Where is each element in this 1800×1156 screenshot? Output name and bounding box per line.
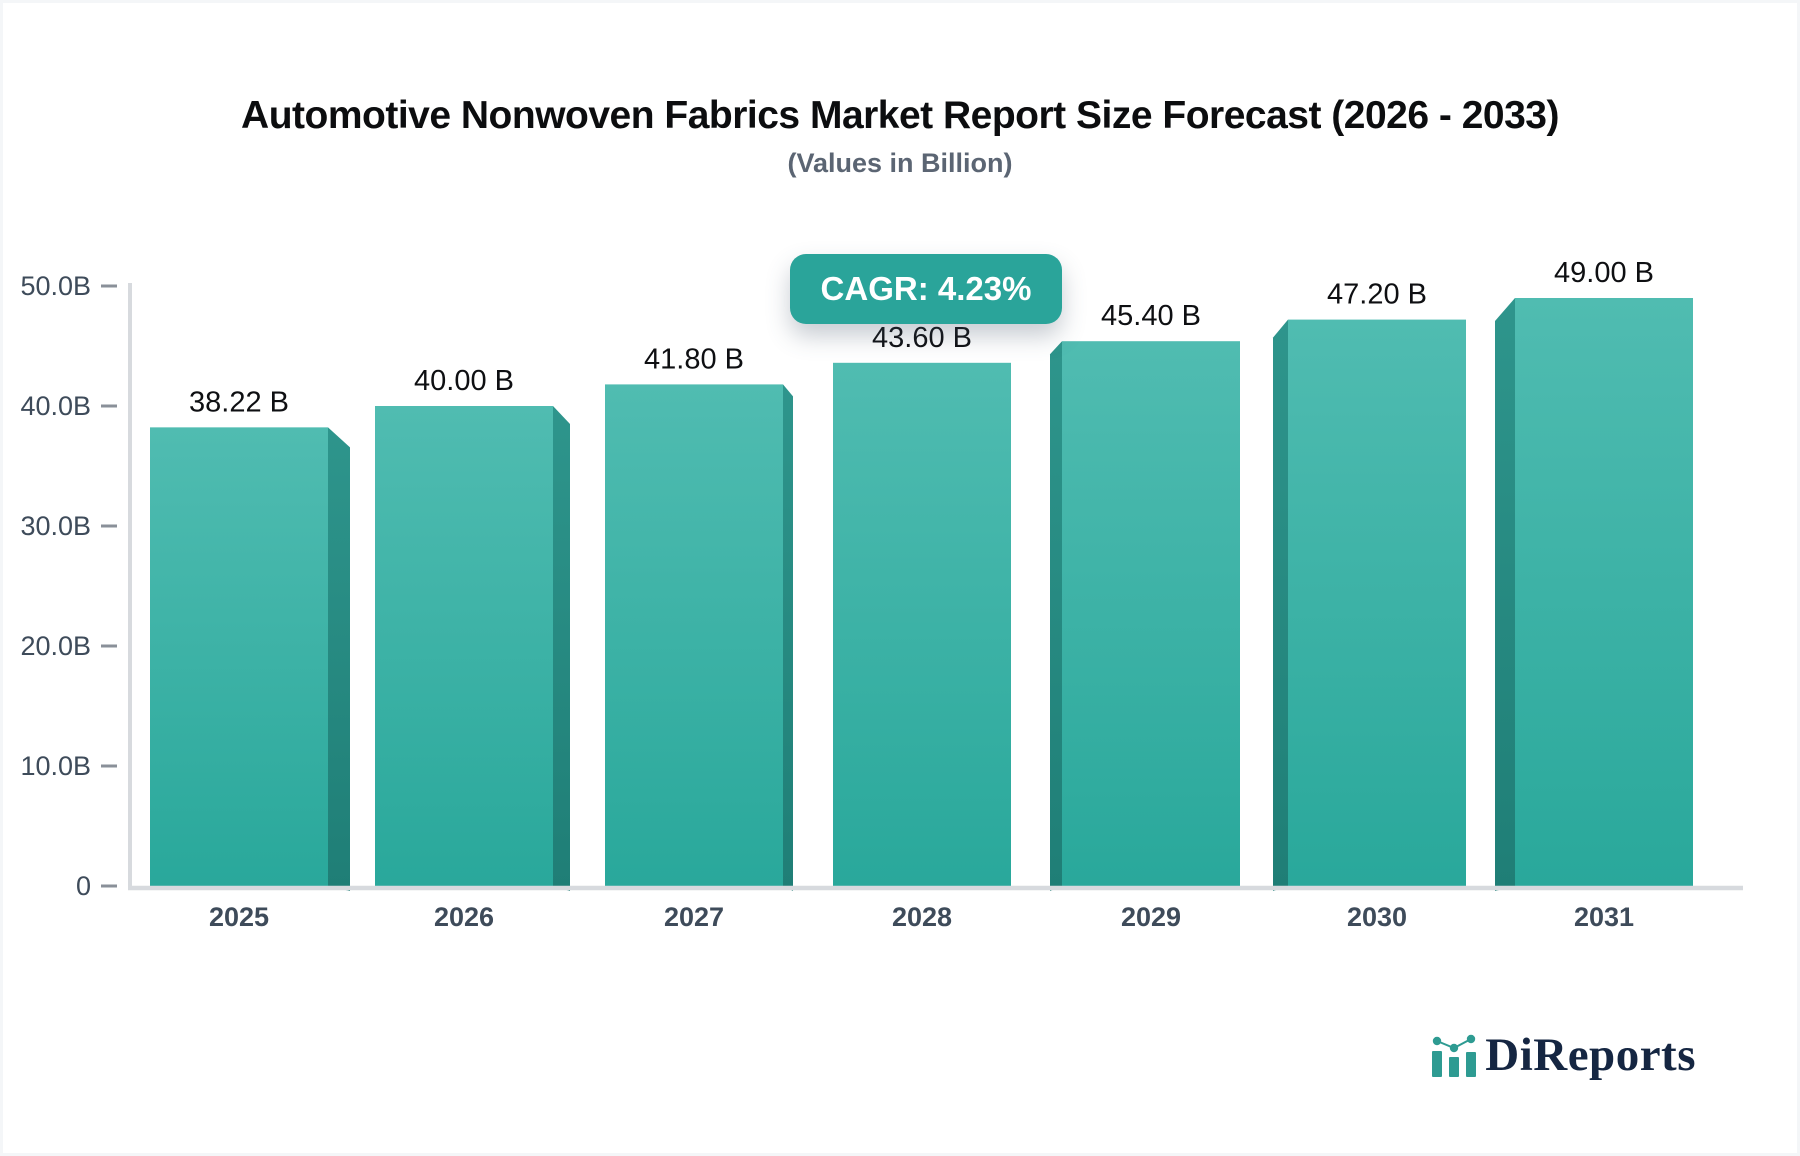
bar-side-2029 (1050, 341, 1062, 891)
y-axis-tick-label-40.0B: 40.0B (20, 391, 91, 421)
x-axis-label-2025: 2025 (209, 902, 269, 932)
bar-2026[interactable] (375, 406, 553, 886)
bar-side-2026 (553, 406, 570, 891)
mini-bar-line-chart-logo-icon (1432, 1034, 1477, 1077)
bar-2028[interactable] (833, 362, 1011, 886)
bar-value-label-2025: 38.22 B (189, 386, 289, 418)
bar-value-label-2026: 40.00 B (414, 365, 514, 397)
bar-2031[interactable] (1515, 298, 1693, 886)
x-axis-label-2028: 2028 (892, 902, 952, 932)
bar-value-label-2030: 47.20 B (1327, 279, 1427, 311)
x-axis-label-2027: 2027 (664, 902, 724, 932)
bar-2025[interactable] (150, 427, 328, 886)
y-axis-tick-label-10.0B: 10.0B (20, 751, 91, 781)
bar-value-label-2027: 41.80 B (644, 343, 744, 375)
bar-2027[interactable] (605, 384, 783, 886)
bar-value-label-2028: 43.60 B (872, 322, 972, 354)
bar-side-2027 (783, 384, 793, 891)
x-axis-label-2031: 2031 (1574, 902, 1634, 932)
cagr-badge-label: CAGR: 4.23% (820, 270, 1032, 307)
brand-name: DiReports (1485, 1029, 1696, 1082)
y-axis-tick-label-30.0B: 30.0B (20, 511, 91, 541)
y-axis-tick-label-50.0B: 50.0B (20, 271, 91, 301)
bar-side-2031 (1495, 298, 1515, 891)
x-axis-label-2029: 2029 (1121, 902, 1181, 932)
bar-2030[interactable] (1288, 319, 1466, 887)
bar-value-label-2029: 45.40 B (1101, 300, 1201, 332)
bar-side-2030 (1273, 319, 1288, 892)
cagr-badge: CAGR: 4.23% (790, 254, 1062, 324)
x-axis-label-2030: 2030 (1347, 902, 1407, 932)
chart-subtitle: (Values in Billion) (787, 148, 1013, 178)
bar-side-2025 (328, 427, 350, 891)
x-axis-label-2026: 2026 (434, 902, 494, 932)
chart-title: Automotive Nonwoven Fabrics Market Repor… (241, 94, 1559, 137)
y-axis-tick-label-20.0B: 20.0B (20, 631, 91, 661)
bar-2029[interactable] (1062, 341, 1240, 886)
y-axis-tick-label-0: 0 (76, 871, 91, 901)
brand-logo: DiReports (1430, 1029, 1696, 1082)
bar-value-label-2031: 49.00 B (1554, 257, 1654, 289)
